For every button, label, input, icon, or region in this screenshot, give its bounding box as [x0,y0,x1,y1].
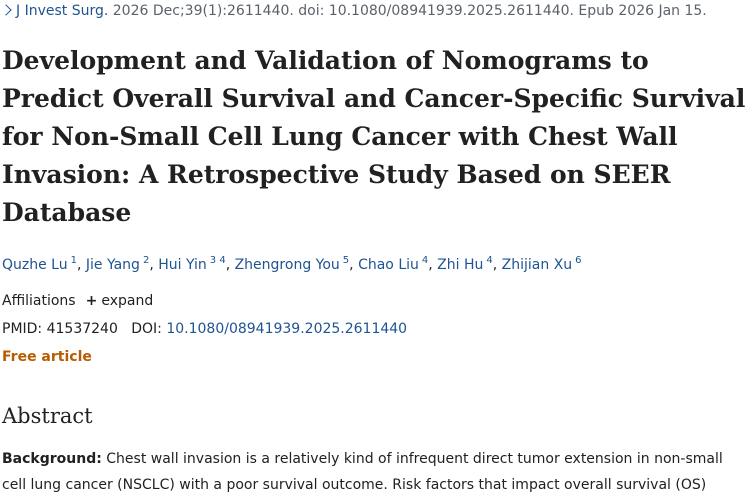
author-link[interactable]: Hui Yin [158,256,207,273]
author-link[interactable]: Zhi Hu [437,256,484,273]
affiliation-ref[interactable]: 4 [421,255,429,266]
author: Jie Yang 2 [85,255,158,273]
author: Zhi Hu 4 [437,255,502,273]
citation: J Invest Surg. 2026 Dec;39(1):2611440. d… [0,3,707,19]
affiliation-ref[interactable]: 2 [142,255,150,266]
author: Hui Yin 3 4 [158,255,234,273]
abstract-label: Background: [2,451,102,467]
affiliations-label: Affiliations [2,293,76,309]
identifiers: PMID: 41537240 DOI: 10.1080/08941939.202… [2,321,407,337]
abstract-text: Background: Chest wall invasion is a rel… [2,446,747,498]
author: Chao Liu 4 [358,255,437,273]
author: Quzhe Lu 1 [2,255,86,273]
affiliation-ref[interactable]: 4 [486,255,493,266]
expand-toggle[interactable]: expand [101,293,154,309]
chevron-icon[interactable] [0,4,12,16]
affiliation-ref[interactable]: 3 4 [209,255,226,266]
free-article: Free article [2,349,92,365]
pmid-label: PMID: [2,321,43,337]
journal-link[interactable]: J Invest Surg. [16,3,109,19]
doi-link[interactable]: 10.1080/08941939.2025.2611440 [166,321,408,337]
affiliation-ref[interactable]: 5 [342,255,350,266]
affiliations: Affiliations + expand [2,293,153,309]
pmid: 41537240 [46,321,118,337]
author-link[interactable]: Zhengrong You [234,256,340,273]
author-link[interactable]: Chao Liu [358,256,419,273]
author-link[interactable]: Quzhe Lu [2,256,68,273]
author: Zhijian Xu 6 [501,255,582,273]
abstract-body: Chest wall invasion is a relatively kind… [2,451,723,493]
doi-label: DOI: [131,321,162,337]
citation-details: 2026 Dec;39(1):2611440. doi: 10.1080/089… [108,3,707,19]
abstract-heading: Abstract [2,404,93,428]
affiliation-ref[interactable]: 6 [575,255,582,266]
author-link[interactable]: Jie Yang [85,256,140,273]
author: Zhengrong You 5 [234,255,358,273]
plus-icon[interactable]: + [85,293,98,309]
author-link[interactable]: Zhijian Xu [501,256,573,273]
affiliation-ref[interactable]: 1 [70,255,77,266]
article-title: Development and Validation of Nomograms … [2,46,746,227]
